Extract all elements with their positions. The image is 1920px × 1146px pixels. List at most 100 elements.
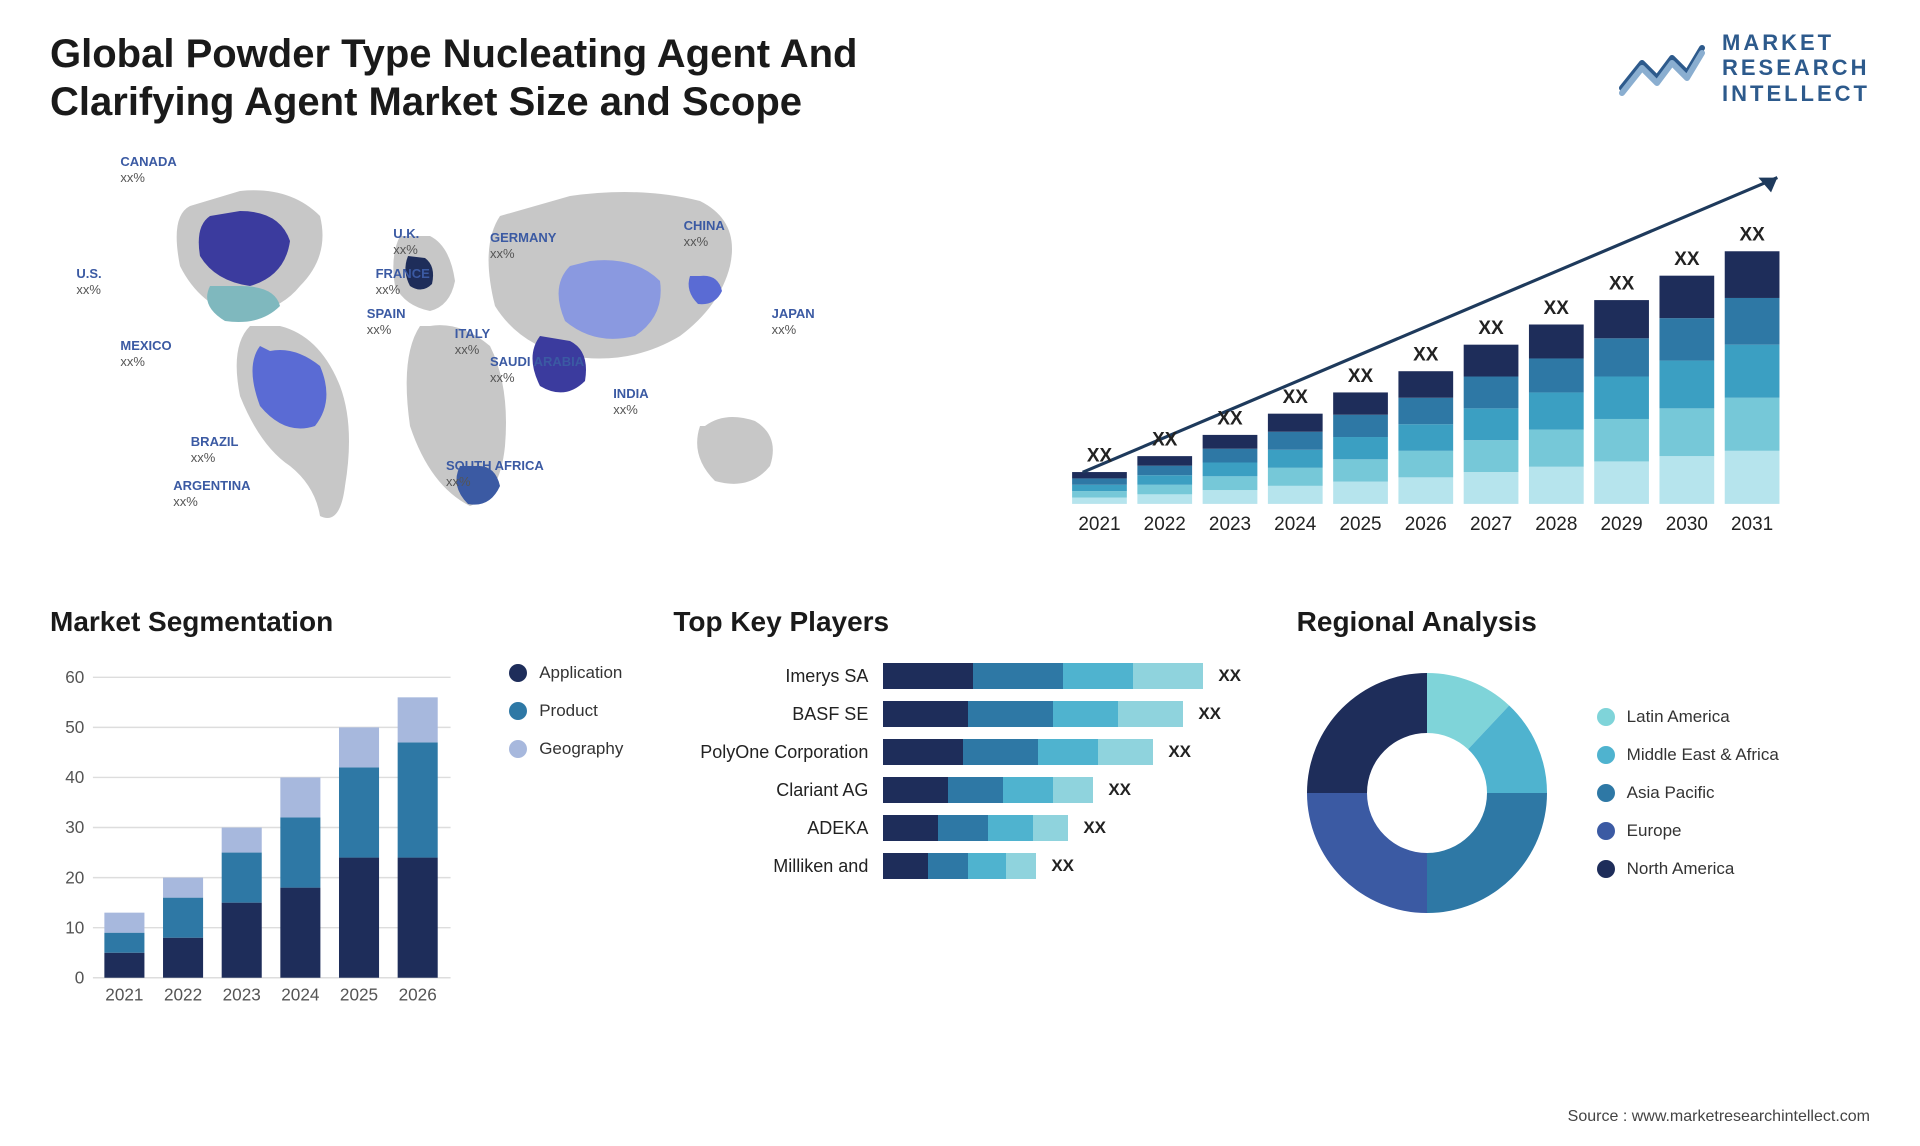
player-bar <box>883 815 1068 841</box>
country-label: MEXICOxx% <box>120 338 171 369</box>
bottom-row: Market Segmentation 0102030405060 202120… <box>50 606 1870 946</box>
country-label: CANADAxx% <box>120 154 176 185</box>
country-label: SPAINxx% <box>367 306 406 337</box>
world-map-section: CANADAxx% U.S.xx% MEXICOxx% BRAZILxx% ARGENT… <box>50 146 930 546</box>
country-label: GERMANYxx% <box>490 230 556 261</box>
svg-text:2024: 2024 <box>1274 514 1316 535</box>
country-label: BRAZILxx% <box>191 434 239 465</box>
svg-text:2027: 2027 <box>1470 514 1512 535</box>
svg-text:2030: 2030 <box>1666 514 1708 535</box>
player-name: BASF SE <box>673 704 868 725</box>
player-name: PolyOne Corporation <box>673 742 868 763</box>
country-label: U.K.xx% <box>393 226 419 257</box>
player-name: ADEKA <box>673 818 868 839</box>
legend-item: Asia Pacific <box>1597 783 1779 803</box>
svg-text:2022: 2022 <box>1144 514 1186 535</box>
svg-text:2025: 2025 <box>340 985 378 1005</box>
svg-text:XX: XX <box>1739 225 1765 246</box>
country-label: JAPANxx% <box>772 306 815 337</box>
legend-item: Europe <box>1597 821 1779 841</box>
svg-text:2031: 2031 <box>1731 514 1773 535</box>
player-row: BASF SE XX <box>673 701 1246 727</box>
country-label: CHINAxx% <box>684 218 725 249</box>
svg-text:2025: 2025 <box>1339 514 1381 535</box>
country-label: ARGENTINAxx% <box>173 478 250 509</box>
country-label: INDIAxx% <box>613 386 648 417</box>
player-bar <box>883 739 1153 765</box>
svg-text:2028: 2028 <box>1535 514 1577 535</box>
brand-logo: MARKET RESEARCH INTELLECT <box>1617 30 1870 106</box>
svg-text:40: 40 <box>65 767 84 787</box>
country-label: ITALYxx% <box>455 326 490 357</box>
logo-icon <box>1617 38 1707 98</box>
country-label: FRANCExx% <box>376 266 430 297</box>
svg-text:30: 30 <box>65 817 84 837</box>
legend-item: Latin America <box>1597 707 1779 727</box>
player-name: Milliken and <box>673 856 868 877</box>
growth-chart-svg: 2021 2022 2023 2024 2025 2026 2027 2028 2029 2030… <box>990 146 1870 546</box>
svg-text:2021: 2021 <box>1078 514 1120 535</box>
svg-text:2026: 2026 <box>1405 514 1447 535</box>
svg-text:20: 20 <box>65 867 84 887</box>
regional-title: Regional Analysis <box>1297 606 1870 638</box>
segmentation-title: Market Segmentation <box>50 606 623 638</box>
svg-text:XX: XX <box>1348 366 1374 387</box>
segmentation-legend: Application Product Geography <box>509 663 623 1035</box>
player-value: XX <box>1051 856 1074 876</box>
segmentation-section: Market Segmentation 0102030405060 202120… <box>50 606 623 946</box>
svg-text:2021: 2021 <box>105 985 143 1005</box>
svg-text:XX: XX <box>1283 387 1309 408</box>
player-row: Milliken and XX <box>673 853 1246 879</box>
key-players-list: Imerys SA XX BASF SE XX PolyOne Corporation X… <box>673 663 1246 879</box>
legend-item: Geography <box>509 739 623 759</box>
svg-text:XX: XX <box>1413 345 1439 366</box>
regional-section: Regional Analysis Latin America Middle Ea… <box>1297 606 1870 946</box>
player-bar <box>883 853 1036 879</box>
legend-item: Application <box>509 663 623 683</box>
svg-text:2023: 2023 <box>223 985 261 1005</box>
key-players-section: Top Key Players Imerys SAXXBASF SEXXPoly… <box>673 606 1246 946</box>
legend-item: Product <box>509 701 623 721</box>
header: Global Powder Type Nucleating Agent And … <box>50 30 1870 126</box>
country-label: SAUDI ARABIAxx% <box>490 354 584 385</box>
svg-text:10: 10 <box>65 917 84 937</box>
top-row: CANADAxx% U.S.xx% MEXICOxx% BRAZILxx% ARGENT… <box>50 146 1870 546</box>
growth-chart: 2021 2022 2023 2024 2025 2026 2027 2028 2029 2030… <box>990 146 1870 546</box>
svg-text:2026: 2026 <box>399 985 437 1005</box>
svg-text:XX: XX <box>1217 408 1243 429</box>
regional-donut <box>1297 663 1557 923</box>
svg-text:XX: XX <box>1478 318 1504 339</box>
svg-text:XX: XX <box>1609 274 1635 295</box>
logo-text: MARKET RESEARCH INTELLECT <box>1722 30 1870 106</box>
player-row: Imerys SA XX <box>673 663 1246 689</box>
svg-text:XX: XX <box>1674 249 1700 270</box>
legend-item: Middle East & Africa <box>1597 745 1779 765</box>
svg-text:0: 0 <box>75 967 85 987</box>
player-name: Imerys SA <box>673 666 868 687</box>
player-bar <box>883 701 1183 727</box>
svg-text:2029: 2029 <box>1601 514 1643 535</box>
svg-text:XX: XX <box>1087 446 1113 467</box>
country-label: SOUTH AFRICAxx% <box>446 458 544 489</box>
legend-item: North America <box>1597 859 1779 879</box>
svg-text:2022: 2022 <box>164 985 202 1005</box>
player-bar <box>883 663 1203 689</box>
svg-text:50: 50 <box>65 717 84 737</box>
svg-text:XX: XX <box>1544 298 1570 319</box>
svg-text:2023: 2023 <box>1209 514 1251 535</box>
player-bar <box>883 777 1093 803</box>
player-value: XX <box>1198 704 1221 724</box>
country-label: U.S.xx% <box>76 266 101 297</box>
regional-legend: Latin America Middle East & Africa Asia Pa… <box>1597 707 1779 879</box>
key-players-title: Top Key Players <box>673 606 1246 638</box>
segmentation-chart: 0102030405060 202120222023202420252026 <box>50 663 479 1035</box>
player-value: XX <box>1168 742 1191 762</box>
player-row: ADEKA XX <box>673 815 1246 841</box>
player-value: XX <box>1108 780 1131 800</box>
player-value: XX <box>1218 666 1241 686</box>
player-row: Clariant AG XX <box>673 777 1246 803</box>
player-row: PolyOne Corporation XX <box>673 739 1246 765</box>
player-name: Clariant AG <box>673 780 868 801</box>
player-value: XX <box>1083 818 1106 838</box>
svg-text:2024: 2024 <box>281 985 320 1005</box>
